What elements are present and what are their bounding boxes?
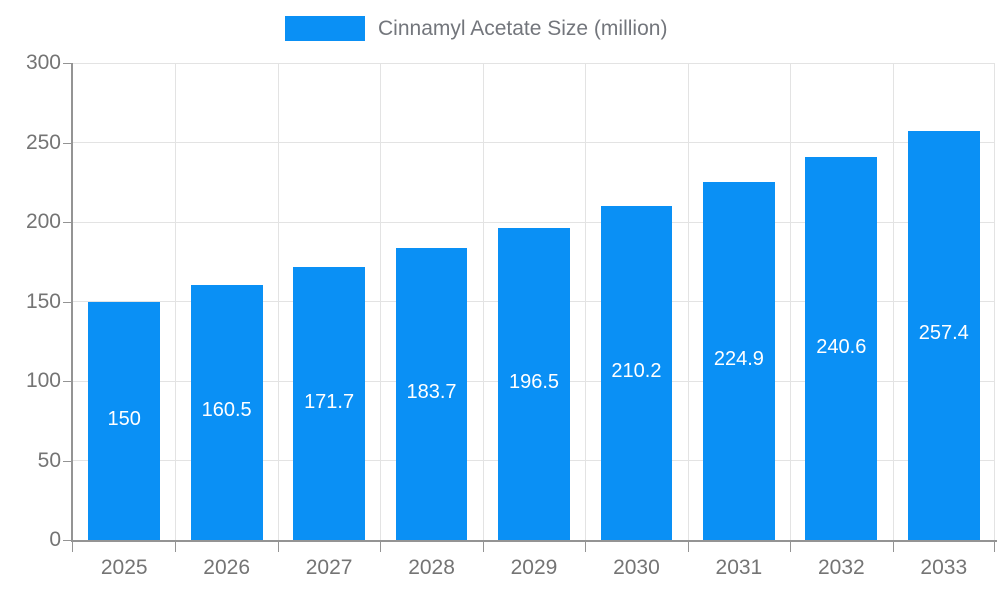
- h-gridline: [73, 142, 995, 143]
- bar-value-label: 196.5: [508, 370, 560, 393]
- v-gridline: [175, 63, 177, 540]
- bar-2026[interactable]: 160.5: [190, 284, 263, 540]
- bar-2032[interactable]: 240.6: [805, 157, 878, 540]
- bar-2031[interactable]: 224.9: [703, 182, 775, 540]
- x-tick-label: 2026: [203, 556, 251, 579]
- y-tick-mark: [63, 540, 71, 541]
- x-tick-mark: [380, 542, 382, 552]
- x-tick-label: 2025: [100, 556, 148, 579]
- y-tick-label: 100: [25, 369, 61, 392]
- bar-value-label: 224.9: [713, 348, 764, 371]
- x-tick-label: 2032: [817, 556, 865, 579]
- v-gridline: [687, 63, 689, 540]
- plot-area: 150 160.5 171.7 183.7 196.5 210.2 224.9 240.6 25…: [63, 62, 997, 552]
- bar-2033[interactable]: 257.4: [907, 130, 980, 540]
- x-tick-label: 2030: [613, 556, 660, 579]
- v-gridline: [892, 63, 894, 540]
- v-gridline: [277, 63, 279, 540]
- x-tick-mark: [72, 542, 73, 552]
- legend-label[interactable]: Cinnamyl Acetate Size (million): [378, 16, 668, 40]
- x-tick-label: 2031: [715, 556, 763, 579]
- v-gridline: [994, 63, 995, 540]
- h-gridline: [73, 62, 995, 64]
- x-tick-mark: [277, 542, 279, 552]
- y-tick-mark: [63, 381, 71, 382]
- y-tick-mark: [63, 63, 71, 64]
- bar-2025[interactable]: 150: [88, 301, 161, 540]
- y-tick-mark: [63, 460, 71, 462]
- bar-value-label: 240.6: [816, 335, 867, 358]
- bar-2027[interactable]: 171.7: [293, 267, 365, 540]
- y-tick-label: 50: [37, 448, 61, 472]
- x-tick-mark: [790, 542, 792, 552]
- x-tick-mark: [687, 542, 689, 552]
- bar-2028[interactable]: 183.7: [395, 247, 468, 540]
- bar-2030[interactable]: 210.2: [600, 205, 673, 540]
- x-tick-mark: [175, 542, 177, 552]
- bar-value-label: 210.2: [611, 359, 662, 382]
- y-tick-mark: [63, 142, 71, 144]
- bar-2029[interactable]: 196.5: [498, 227, 570, 540]
- v-gridline: [482, 63, 484, 540]
- x-tick-label: 2028: [408, 556, 455, 579]
- v-gridline: [380, 63, 382, 540]
- bar-value-label: 171.7: [304, 390, 355, 413]
- bar-value-label: 183.7: [406, 380, 457, 403]
- x-tick-mark: [585, 542, 587, 552]
- y-tick-mark: [63, 301, 71, 303]
- bar-value-label: 150: [107, 407, 141, 430]
- y-tick-mark: [63, 222, 71, 223]
- x-tick-label: 2029: [510, 556, 558, 579]
- x-axis-line: [71, 540, 997, 542]
- v-gridline: [790, 63, 792, 540]
- x-tick-mark: [482, 542, 484, 552]
- x-tick-mark: [994, 542, 995, 552]
- y-tick-label: 300: [25, 51, 61, 74]
- y-axis-line: [71, 63, 73, 542]
- y-tick-label: 0: [49, 528, 61, 551]
- y-tick-label: 200: [25, 210, 61, 233]
- x-tick-label: 2027: [305, 556, 353, 579]
- y-tick-label: 250: [25, 130, 61, 154]
- v-gridline: [585, 63, 587, 540]
- bar-value-label: 257.4: [918, 322, 969, 345]
- legend[interactable]: Cinnamyl Acetate Size (million): [285, 16, 667, 41]
- x-tick-label: 2033: [920, 556, 968, 579]
- legend-swatch-icon[interactable]: [285, 16, 365, 41]
- x-tick-mark: [892, 542, 894, 552]
- y-tick-label: 150: [25, 289, 61, 313]
- bar-value-label: 160.5: [201, 399, 252, 422]
